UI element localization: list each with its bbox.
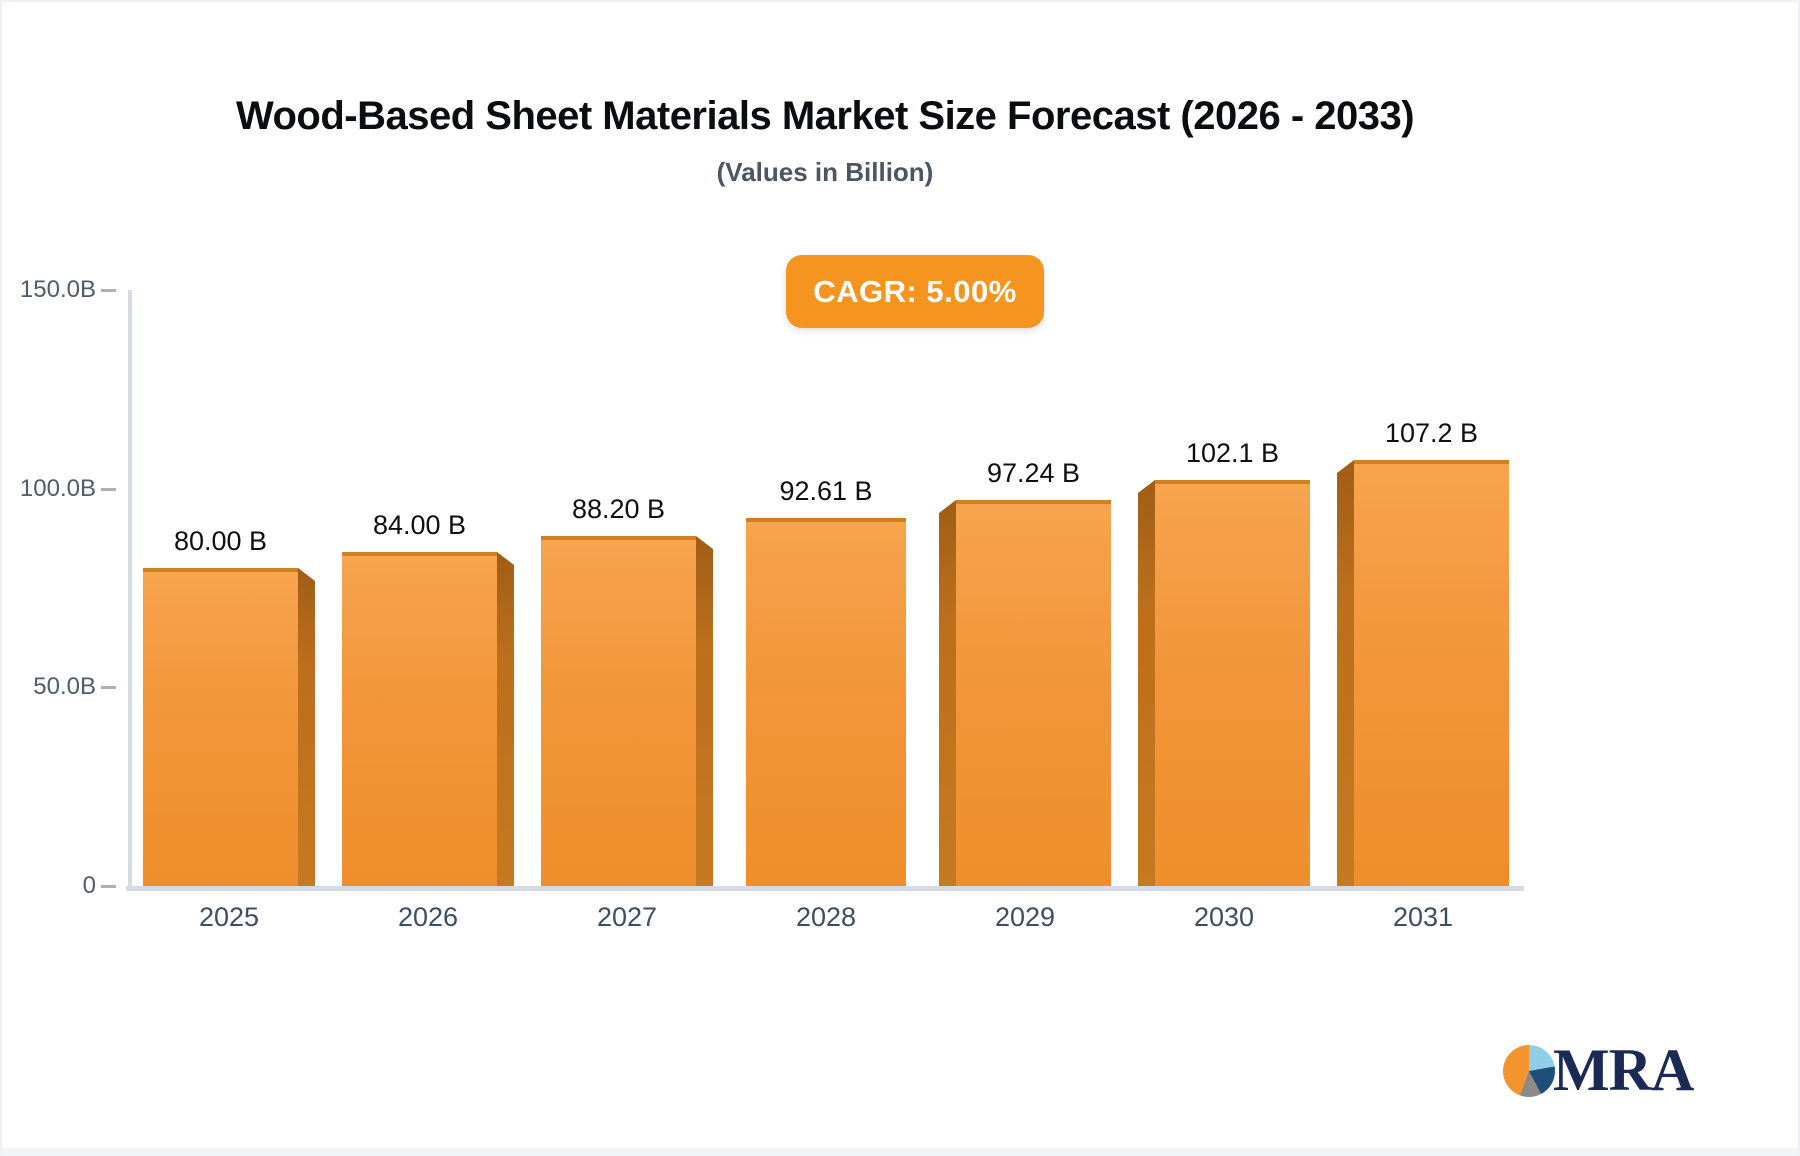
bar-value-label: 102.1 B (1185, 438, 1280, 468)
bar-3d-side (696, 536, 713, 886)
y-tick-label: 50.0B (33, 673, 96, 701)
brand-logo-text: MRA (1553, 1037, 1694, 1103)
bar-value-label: 92.61 B (779, 476, 873, 506)
x-axis-label-2031: 2031 (1392, 902, 1454, 932)
cagr-badge: CAGR: 5.00% (786, 255, 1044, 328)
bar-2030[interactable] (1155, 480, 1310, 886)
x-axis-label-2030: 2030 (1193, 902, 1255, 932)
x-axis-label-2028: 2028 (795, 902, 857, 932)
y-tick-label: 100.0B (19, 474, 96, 502)
bar-value-label: 97.24 B (986, 458, 1081, 488)
chart-subtitle: (Values in Billion) (716, 157, 934, 187)
bar-2026[interactable] (342, 552, 497, 886)
pie-chart-logo-icon (1503, 1044, 1555, 1097)
bar-3d-side (1138, 480, 1155, 886)
bar-2025[interactable] (143, 568, 298, 886)
cagr-badge-label: CAGR: 5.00% (813, 273, 1017, 309)
bar-value-label: 107.2 B (1384, 418, 1479, 448)
x-axis-label-2029: 2029 (994, 902, 1056, 932)
bar-value-label: 88.20 B (571, 494, 666, 524)
bar-2029[interactable] (956, 500, 1111, 886)
x-axis-baseline (126, 886, 1524, 891)
bar-value-label: 80.00 B (173, 526, 268, 556)
x-axis-label-2025: 2025 (198, 902, 260, 932)
chart-header: Wood-Based Sheet Materials Market Size F… (0, 94, 1650, 188)
y-tick-dash (101, 686, 116, 690)
bar-2028[interactable] (746, 518, 906, 886)
brand-logo: MRA (1503, 1036, 1694, 1105)
x-axis-label-2027: 2027 (596, 902, 658, 932)
y-tick-dash (101, 487, 116, 491)
y-tick-dash (101, 289, 116, 292)
bar-2031[interactable] (1354, 460, 1509, 886)
x-axis-label-2026: 2026 (397, 902, 459, 932)
bar-3d-side (939, 500, 956, 886)
chart-title: Wood-Based Sheet Materials Market Size F… (235, 94, 1415, 138)
y-tick-dash (101, 885, 116, 888)
y-tick-label: 150.0B (19, 276, 96, 303)
bar-value-label: 84.00 B (372, 510, 467, 540)
y-axis-line (128, 290, 132, 888)
bar-3d-side (1337, 460, 1354, 886)
bar-2027[interactable] (541, 536, 696, 886)
bar-3d-side (298, 568, 315, 886)
bar-3d-side (497, 552, 514, 886)
y-tick-label: 0 (82, 872, 96, 899)
